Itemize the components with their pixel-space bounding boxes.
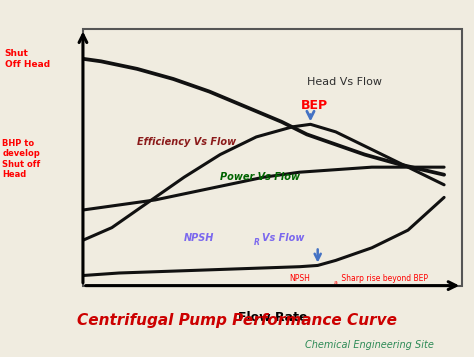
Text: R: R <box>254 237 259 247</box>
Text: Power Vs Flow: Power Vs Flow <box>220 172 300 182</box>
Text: Chemical Engineering Site: Chemical Engineering Site <box>305 340 434 350</box>
Text: NPSH: NPSH <box>289 274 310 283</box>
Text: Efficiency Vs Flow: Efficiency Vs Flow <box>137 137 236 147</box>
Text: Centrifugal Pump Performance Curve: Centrifugal Pump Performance Curve <box>77 313 397 328</box>
Text: Head Vs Flow: Head Vs Flow <box>307 76 382 86</box>
Text: NPSH: NPSH <box>184 233 214 243</box>
Text: Vs Flow: Vs Flow <box>262 233 304 243</box>
Text: Shut
Off Head: Shut Off Head <box>5 49 50 69</box>
Text: BEP: BEP <box>301 99 328 112</box>
Text: a: a <box>334 280 338 285</box>
Text: Sharp rise beyond BEP: Sharp rise beyond BEP <box>339 274 428 283</box>
Text: BHP to
develop
Shut off
Head: BHP to develop Shut off Head <box>2 139 41 179</box>
Text: Flow Rate: Flow Rate <box>238 311 307 324</box>
